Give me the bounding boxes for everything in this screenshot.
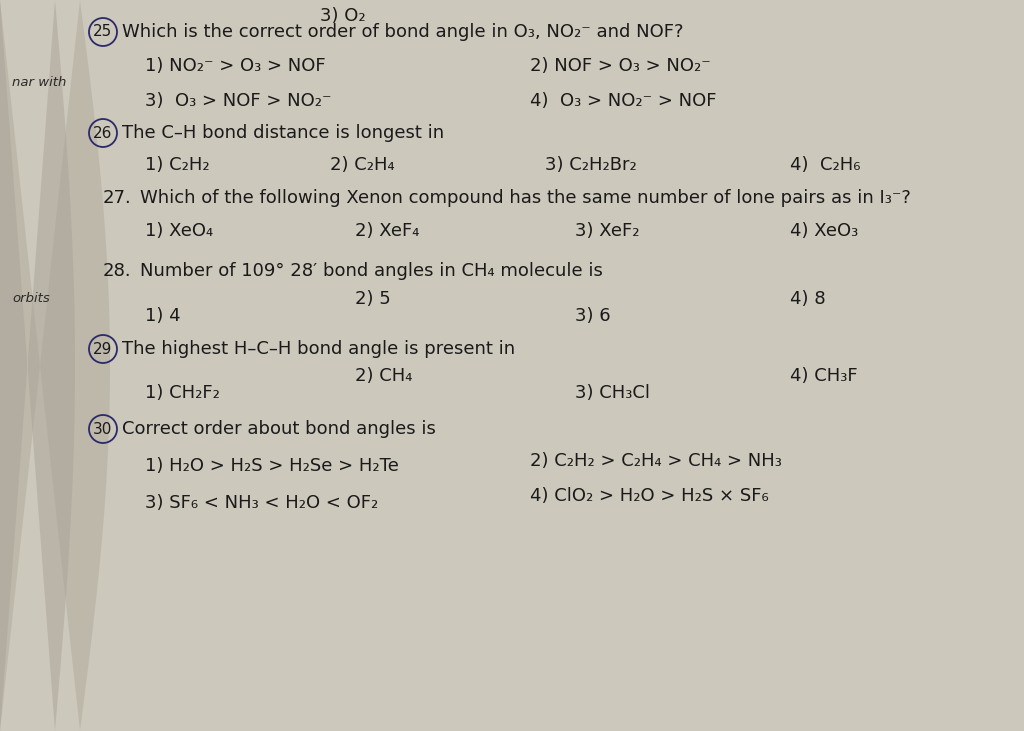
Text: 3) CH₃Cl: 3) CH₃Cl [575, 384, 650, 402]
Text: 4)  C₂H₆: 4) C₂H₆ [790, 156, 860, 174]
Text: 1) CH₂F₂: 1) CH₂F₂ [145, 384, 220, 402]
Text: 3) 6: 3) 6 [575, 307, 610, 325]
Text: 3) O₂: 3) O₂ [319, 7, 366, 25]
Polygon shape [0, 0, 110, 731]
Text: The C–H bond distance is longest in: The C–H bond distance is longest in [122, 124, 444, 142]
Text: 25: 25 [93, 25, 113, 39]
Text: 2) NOF > O₃ > NO₂⁻: 2) NOF > O₃ > NO₂⁻ [530, 57, 711, 75]
Text: 30: 30 [93, 422, 113, 436]
Text: 4) CH₃F: 4) CH₃F [790, 367, 858, 385]
Text: 3) XeF₂: 3) XeF₂ [575, 222, 640, 240]
Text: 1) XeO₄: 1) XeO₄ [145, 222, 213, 240]
Text: 3) SF₆ < NH₃ < H₂O < OF₂: 3) SF₆ < NH₃ < H₂O < OF₂ [145, 494, 378, 512]
Text: orbits: orbits [12, 292, 50, 306]
Text: 1) 4: 1) 4 [145, 307, 180, 325]
Text: 27.: 27. [103, 189, 132, 207]
Text: 2) 5: 2) 5 [355, 290, 391, 308]
Text: 2) XeF₄: 2) XeF₄ [355, 222, 420, 240]
Text: 4) XeO₃: 4) XeO₃ [790, 222, 858, 240]
Text: The highest H–C–H bond angle is present in: The highest H–C–H bond angle is present … [122, 340, 515, 358]
Text: Correct order about bond angles is: Correct order about bond angles is [122, 420, 436, 438]
Polygon shape [0, 0, 75, 731]
Text: 3) C₂H₂Br₂: 3) C₂H₂Br₂ [545, 156, 637, 174]
Text: 4) ClO₂ > H₂O > H₂S × SF₆: 4) ClO₂ > H₂O > H₂S × SF₆ [530, 487, 769, 505]
Text: 1) C₂H₂: 1) C₂H₂ [145, 156, 210, 174]
Text: 2) CH₄: 2) CH₄ [355, 367, 413, 385]
Text: 4) 8: 4) 8 [790, 290, 825, 308]
Text: 29: 29 [93, 341, 113, 357]
Text: Which of the following Xenon compound has the same number of lone pairs as in I₃: Which of the following Xenon compound ha… [140, 189, 911, 207]
Text: Which is the correct order of bond angle in O₃, NO₂⁻ and NOF?: Which is the correct order of bond angle… [122, 23, 683, 41]
Text: 2) C₂H₄: 2) C₂H₄ [330, 156, 394, 174]
Text: Number of 109° 28′ bond angles in CH₄ molecule is: Number of 109° 28′ bond angles in CH₄ mo… [140, 262, 603, 280]
Text: nar with: nar with [12, 77, 67, 89]
Text: 1) NO₂⁻ > O₃ > NOF: 1) NO₂⁻ > O₃ > NOF [145, 57, 326, 75]
Text: 28.: 28. [103, 262, 132, 280]
Text: 1) H₂O > H₂S > H₂Se > H₂Te: 1) H₂O > H₂S > H₂Se > H₂Te [145, 457, 399, 475]
Text: 4)  O₃ > NO₂⁻ > NOF: 4) O₃ > NO₂⁻ > NOF [530, 92, 717, 110]
Text: 3)  O₃ > NOF > NO₂⁻: 3) O₃ > NOF > NO₂⁻ [145, 92, 332, 110]
Text: 2) C₂H₂ > C₂H₄ > CH₄ > NH₃: 2) C₂H₂ > C₂H₄ > CH₄ > NH₃ [530, 452, 782, 470]
Text: 26: 26 [93, 126, 113, 140]
